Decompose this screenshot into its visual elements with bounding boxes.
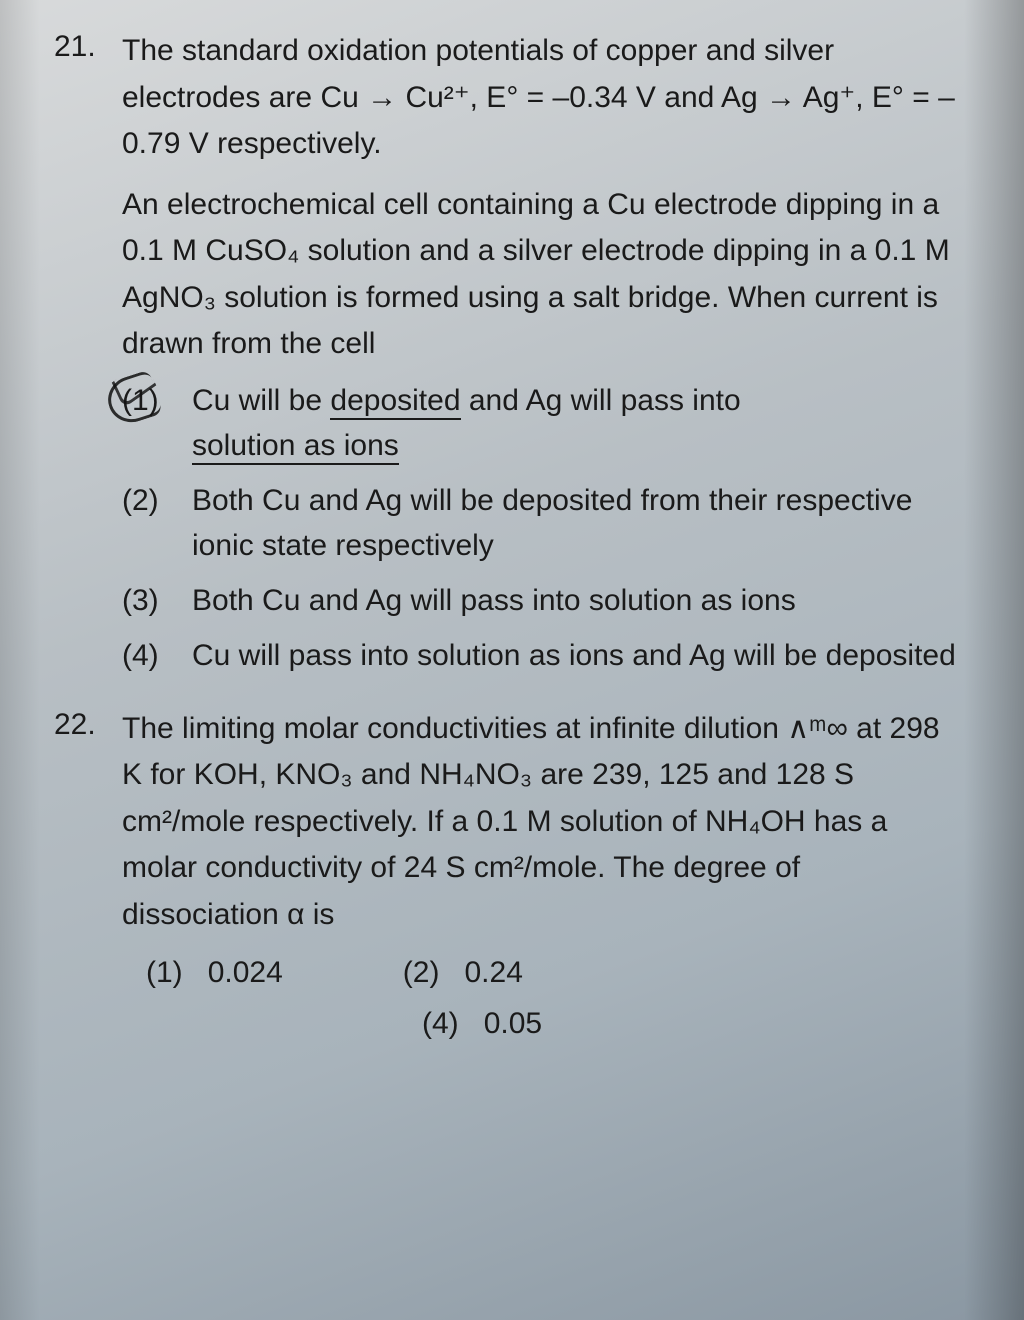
option-4: (4) Cu will pass into solution as ions a…: [122, 633, 964, 678]
question-row: 21. The standard oxidation potentials of…: [54, 28, 964, 678]
option-text: Both Cu and Ag will be deposited from th…: [192, 478, 964, 568]
question-number: 21.: [54, 28, 106, 64]
option-number: (1): [122, 378, 180, 423]
option-number: (1): [146, 956, 183, 989]
options-list: (1) Cu will be deposited and Ag will pas…: [122, 378, 964, 678]
option-3: (3) Both Cu and Ag will pass into soluti…: [122, 578, 964, 623]
option-number: (4): [122, 633, 180, 678]
question-body: The standard oxidation potentials of cop…: [122, 28, 964, 678]
option-text: 0.05: [484, 1007, 542, 1040]
question-body: The limiting molar conductivities at inf…: [122, 706, 964, 1048]
question-row: 22. The limiting molar conductivities at…: [54, 706, 964, 1048]
question-22: 22. The limiting molar conductivities at…: [54, 706, 964, 1048]
option-text: Cu will pass into solution as ions and A…: [192, 633, 964, 678]
option-text: 0.024: [208, 956, 283, 989]
option-text: Cu will be deposited and Ag will pass in…: [192, 378, 964, 468]
option-text: Both Cu and Ag will pass into solution a…: [192, 578, 964, 623]
option-number: (4): [422, 1007, 459, 1040]
option-text-part: and Ag will pass into: [461, 384, 741, 417]
option-2: (2) Both Cu and Ag will be deposited fro…: [122, 478, 964, 568]
option-text-part: Cu will be: [192, 384, 330, 417]
underline-text: deposited: [330, 384, 460, 420]
option-number: (2): [122, 478, 180, 523]
option-text: 0.24: [464, 956, 522, 989]
underline-text: solution as ions: [192, 429, 399, 465]
question-stem-2: An electrochemical cell containing a Cu …: [122, 182, 964, 368]
question-stem-1: The standard oxidation potentials of cop…: [122, 28, 964, 168]
option-4: (4) 0.05: [422, 1001, 542, 1048]
options-row-1: (1) 0.024 (2) 0.24: [122, 950, 964, 997]
question-stem: The limiting molar conductivities at inf…: [122, 706, 964, 939]
options-row-2: (4) 0.05: [122, 1001, 964, 1048]
option-1: (1) 0.024: [146, 950, 283, 997]
option-2: (2) 0.24: [403, 950, 523, 997]
question-21: 21. The standard oxidation potentials of…: [54, 28, 964, 678]
question-number: 22.: [54, 706, 106, 742]
option-number: (2): [403, 956, 440, 989]
option-1: (1) Cu will be deposited and Ag will pas…: [122, 378, 964, 468]
option-number: (3): [122, 578, 180, 623]
